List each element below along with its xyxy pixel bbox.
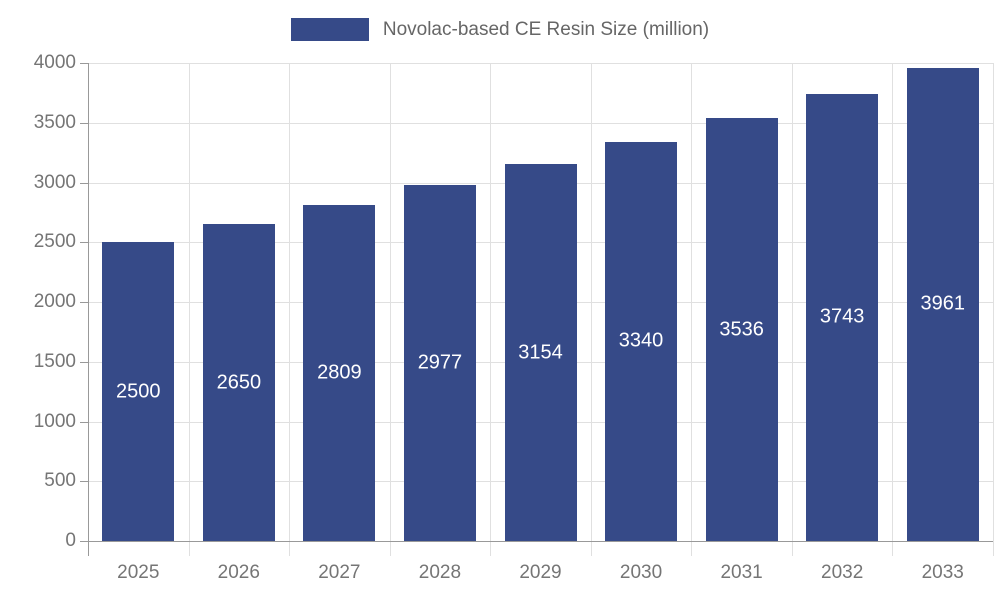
bar: 2977 xyxy=(403,185,476,541)
x-axis-tick-label: 2025 xyxy=(117,562,160,583)
legend: Novolac-based CE Resin Size (million) xyxy=(0,18,1000,41)
x-axis-tick-label: 2032 xyxy=(821,562,864,583)
gridline-vertical xyxy=(188,63,190,556)
bar-value-label: 3536 xyxy=(719,318,764,341)
bar: 3536 xyxy=(705,118,778,541)
x-axis-tick-label: 2028 xyxy=(418,562,462,583)
legend-swatch-icon xyxy=(290,18,369,41)
y-axis-tick-label: 2000 xyxy=(33,291,76,312)
legend-item[interactable]: Novolac-based CE Resin Size (million) xyxy=(290,18,710,41)
y-axis-tick-label: 2500 xyxy=(33,231,76,253)
plot-area: 2500 2650 2809 2977 3154 3340 3536 3743 3961 xyxy=(80,63,994,556)
bar: 3961 xyxy=(906,67,979,541)
bar: 3743 xyxy=(806,93,879,541)
bar: 3154 xyxy=(504,164,577,541)
y-axis-tick-label: 1000 xyxy=(33,410,76,432)
y-axis-tick-label: 1500 xyxy=(33,350,76,372)
gridline-vertical xyxy=(791,63,793,556)
bar: 2500 xyxy=(102,242,175,541)
bar-value-label: 3154 xyxy=(518,341,563,364)
x-axis-tick-label: 2033 xyxy=(921,562,964,583)
y-axis-tick xyxy=(80,361,88,363)
bar: 2650 xyxy=(202,224,275,541)
bar-value-label: 2977 xyxy=(417,351,463,374)
bar: 3340 xyxy=(605,141,678,541)
x-axis-tick-label: 2027 xyxy=(318,562,361,583)
y-axis-tick-label: 500 xyxy=(44,470,76,492)
x-axis-tick-label: 2031 xyxy=(720,562,763,583)
y-axis-tick-label: 3000 xyxy=(33,171,76,193)
bar-value-label: 3743 xyxy=(819,305,865,328)
y-axis-tick xyxy=(80,421,88,423)
gridline-vertical xyxy=(892,63,894,556)
y-axis-tick xyxy=(80,122,88,124)
y-axis-tick xyxy=(80,182,88,184)
gridline-vertical xyxy=(691,63,693,556)
legend-label: Novolac-based CE Resin Size (million) xyxy=(382,18,710,40)
bar-value-label: 2809 xyxy=(317,361,362,384)
y-axis-tick-label: 0 xyxy=(65,530,76,551)
bar-value-label: 2500 xyxy=(116,380,161,403)
x-axis-tick-label: 2030 xyxy=(619,562,663,583)
gridline-horizontal xyxy=(88,63,993,64)
gridline-horizontal xyxy=(88,122,993,124)
y-axis-tick-label: 4000 xyxy=(33,52,76,73)
y-axis-line xyxy=(88,63,89,556)
bar-value-label: 3961 xyxy=(920,292,965,315)
x-axis-tick-label: 2029 xyxy=(519,562,562,583)
y-axis-tick-label: 3500 xyxy=(33,111,76,133)
y-axis-tick xyxy=(80,63,88,64)
gridline-vertical xyxy=(289,63,291,556)
x-axis-tick-label: 2026 xyxy=(217,562,260,583)
y-axis-tick xyxy=(80,302,88,303)
gridline-vertical xyxy=(490,63,492,556)
gridline-vertical xyxy=(389,63,391,556)
y-axis-tick xyxy=(80,541,88,542)
gridline-vertical xyxy=(590,63,592,556)
gridline-vertical xyxy=(993,63,994,556)
bar-value-label: 3340 xyxy=(618,329,664,352)
bar: 2809 xyxy=(303,205,376,541)
y-axis-tick xyxy=(80,242,88,244)
y-axis-tick xyxy=(80,481,88,483)
bar-value-label: 2650 xyxy=(216,371,262,394)
x-axis-line xyxy=(88,541,993,542)
